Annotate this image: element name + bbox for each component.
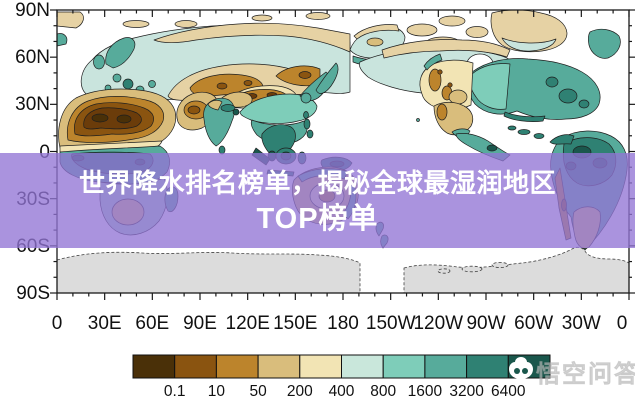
y-axis-label: 90N [15,0,50,21]
legend-swatch [174,354,217,379]
watermark: 悟空问答 [509,357,635,388]
title-banner: 世界降水排名榜单，揭秘全球最湿润地区 TOP榜单 [0,153,635,248]
x-axis: 0 30E 60E 90E 120E 150E 180 150W 120W 90… [52,313,628,334]
landmass-antarctica [57,246,629,293]
landmass-arabia [176,91,253,131]
legend-swatch [466,354,509,379]
legend-tick-label: 800 [370,383,396,400]
legend-swatch [257,354,301,379]
x-axis-label: 30W [562,313,601,334]
x-axis-label: 0 [52,313,63,334]
x-axis-label: 150W [366,313,416,334]
legend-swatch [382,354,426,379]
y-axis-label: 90S [16,283,50,304]
legend-swatch [341,354,384,379]
legend-tick-label: 0.1 [164,383,186,400]
landmass-greenland-wrap [57,11,84,47]
x-axis-label: 120E [226,313,270,334]
legend-swatch [299,354,342,379]
y-axis-label: 0 [39,142,50,163]
map-axes [50,9,635,300]
legend-swatch [424,354,468,379]
x-axis-label: 90E [183,313,217,334]
y-axis-label: 30N [15,94,50,115]
x-axis-label: 150E [273,313,317,334]
y-axis-label: 60N [15,47,50,68]
landmass-greenland [490,10,621,59]
legend-tick-label: 400 [329,383,355,400]
banner-title-line2: TOP榜单 [256,202,379,235]
wukong-logo-icon [509,357,533,379]
x-axis-label: 60E [135,313,169,334]
x-axis-label: 180 [327,313,359,334]
x-axis-label: 0 [617,313,628,334]
x-axis-label: 90W [466,313,505,334]
legend-tick-label: 50 [249,383,267,400]
y-axis: 90N 60N 30N 0 30S 60S 90S [15,0,50,304]
legend-swatch [132,354,176,379]
landmass-north-america [359,15,601,162]
legend-labels: 0.1 10 50 200 400 800 1600 3200 6400 [164,383,526,400]
legend-colorbar [132,354,551,379]
legend-tick-label: 10 [208,383,226,400]
landmass-eurasia [80,12,351,109]
legend-tick-label: 200 [287,383,313,400]
x-axis-label: 60W [514,313,553,334]
x-axis-label: 120W [413,313,463,334]
landmasses [57,10,629,293]
legend-tick-label: 1600 [408,383,443,400]
x-axis-label: 30E [88,313,122,334]
legend-tick-label: 6400 [491,383,526,400]
watermark-text: 悟空问答 [536,360,635,388]
landmass-india [203,97,240,155]
legend-tick-label: 3200 [449,383,484,400]
legend-swatch [215,354,259,379]
banner-title-line1: 世界降水排名榜单，揭秘全球最湿润地区 [78,167,556,198]
